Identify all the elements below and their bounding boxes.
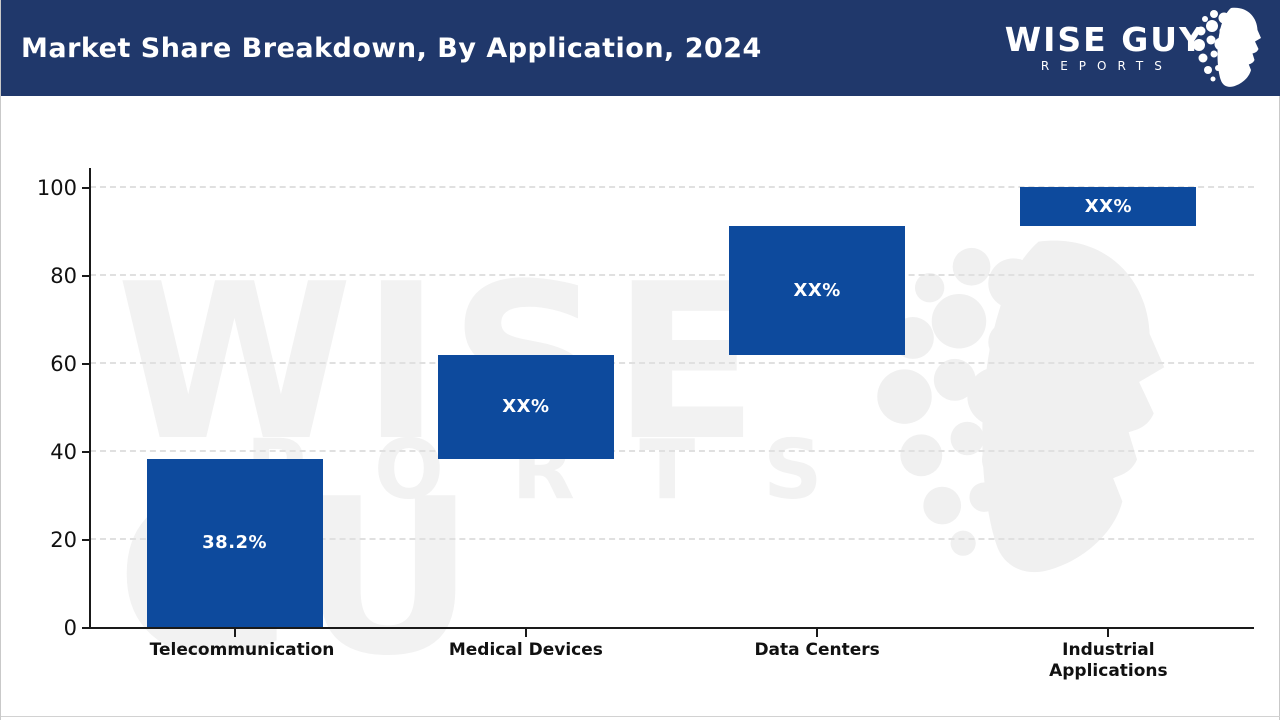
bottom-divider bbox=[1, 716, 1280, 717]
y-tick-mark-40 bbox=[82, 451, 89, 453]
logo-wordmark: WISE GUY bbox=[1004, 20, 1205, 59]
wise-guy-face-icon bbox=[1193, 7, 1261, 87]
x-tick-mark-industrial-applications bbox=[1107, 629, 1110, 637]
x-axis-spine bbox=[89, 627, 1254, 629]
y-tick-label-20: 20 bbox=[50, 528, 77, 552]
bar-value-label: 38.2% bbox=[202, 532, 268, 554]
bar-industrial-applications: XX% bbox=[1020, 187, 1197, 226]
logo-subtext: REPORTS bbox=[1040, 59, 1173, 73]
x-category-label-telecommunication: Telecommunication bbox=[149, 640, 335, 660]
page-title: Market Share Breakdown, By Application, … bbox=[21, 32, 762, 64]
y-axis-spine bbox=[89, 168, 91, 629]
x-category-label-data-centers: Data Centers bbox=[754, 640, 880, 660]
gridline-80 bbox=[90, 274, 1254, 276]
y-tick-label-100: 100 bbox=[36, 176, 77, 200]
y-tick-mark-0 bbox=[82, 627, 89, 629]
x-tick-mark-telecommunication bbox=[233, 629, 236, 637]
x-tick-mark-medical-devices bbox=[524, 629, 527, 637]
x-category-label-medical-devices: Medical Devices bbox=[448, 640, 603, 660]
gridline-40 bbox=[90, 450, 1254, 452]
bar-value-label: XX% bbox=[793, 279, 841, 301]
x-category-label-industrial-applications: Industrial Applications bbox=[1049, 640, 1168, 681]
y-tick-mark-100 bbox=[82, 187, 89, 189]
bar-value-label: XX% bbox=[502, 396, 550, 418]
y-tick-mark-80 bbox=[82, 275, 89, 277]
y-tick-label-80: 80 bbox=[50, 264, 77, 288]
bar-data-centers: XX% bbox=[729, 225, 906, 356]
header-bar: Market Share Breakdown, By Application, … bbox=[1, 0, 1280, 96]
x-tick-mark-data-centers bbox=[816, 629, 819, 637]
wise-guy-logo: WISE GUY REPORTS bbox=[1005, 7, 1265, 89]
bar-telecommunication: 38.2% bbox=[146, 458, 323, 627]
gridline-60 bbox=[90, 362, 1254, 364]
y-tick-mark-20 bbox=[82, 539, 89, 541]
y-tick-label-40: 40 bbox=[50, 440, 77, 464]
gridline-100 bbox=[90, 186, 1254, 188]
y-tick-label-0: 0 bbox=[63, 616, 77, 640]
bar-medical-devices: XX% bbox=[437, 355, 614, 459]
y-tick-mark-60 bbox=[82, 363, 89, 365]
y-tick-label-60: 60 bbox=[50, 352, 77, 376]
gridline-20 bbox=[90, 538, 1254, 540]
bar-value-label: XX% bbox=[1084, 195, 1133, 217]
